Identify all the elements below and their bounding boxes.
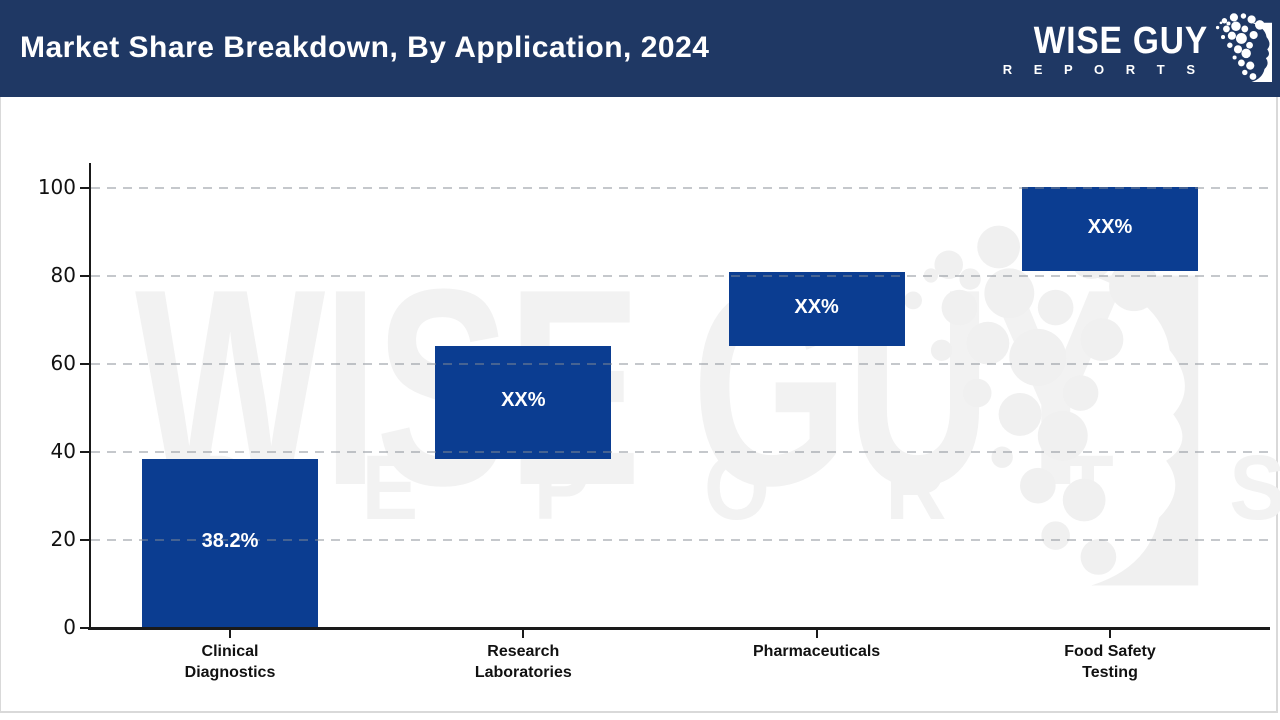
- header: Market Share Breakdown, By Application, …: [0, 0, 1280, 97]
- y-axis-line: [89, 163, 91, 629]
- x-axis-line: [88, 627, 1270, 630]
- x-tick-label: Research Laboratories: [474, 643, 572, 681]
- bar-label-food-safety-testing: XX%: [1087, 216, 1133, 239]
- bar-clinical-diagnostics: [142, 458, 318, 627]
- y-tick-label: 80: [50, 263, 76, 287]
- y-axis-tick: [80, 187, 89, 189]
- y-tick-label: 100: [37, 175, 76, 199]
- x-tick-label: Pharmaceuticals: [753, 643, 881, 660]
- x-axis-tick: [815, 630, 818, 638]
- logo-subtext: R E P O R T S: [1002, 62, 1204, 77]
- y-axis-tick: [80, 451, 89, 453]
- x-axis-tick: [1109, 630, 1111, 638]
- logo-face-icon: [1215, 13, 1272, 82]
- bar-food-safety-testing: [1022, 187, 1198, 272]
- y-axis-tick: [80, 627, 89, 629]
- y-axis-tick: [80, 275, 89, 277]
- chart-border-frame: [0, 97, 1278, 713]
- y-tick-label: 20: [50, 527, 76, 551]
- gridline: [91, 275, 1270, 277]
- x-tick-label: Clinical Diagnostics: [184, 643, 276, 681]
- gridline: [91, 539, 1270, 541]
- logo-wordmark: WISE GUY: [1033, 20, 1208, 62]
- gridline: [91, 363, 1270, 365]
- x-axis-tick: [229, 630, 231, 638]
- logo: WISE GUY R E P O R T S: [1003, 10, 1272, 90]
- y-tick-label: 60: [50, 351, 76, 375]
- bar-research-laboratories: [435, 345, 612, 459]
- x-tick-label: Food Safety Testing: [1064, 643, 1156, 681]
- bar-label-clinical-diagnostics: 38.2%: [201, 529, 259, 552]
- y-axis-tick: [80, 363, 89, 365]
- bar-pharmaceuticals: [728, 271, 905, 346]
- plot-area: 0 20 40 60 80 100 38.2% XX% XX% XX% Clinical Diagn…: [0, 97, 1280, 720]
- gridline: [91, 187, 1270, 189]
- bar-label-pharmaceuticals: XX%: [794, 295, 839, 318]
- y-tick-label: 40: [50, 439, 76, 463]
- bar-label-research-laboratories: XX%: [501, 389, 546, 412]
- x-axis-tick: [522, 630, 525, 638]
- gridline: [91, 451, 1270, 453]
- y-tick-label: 0: [63, 615, 76, 639]
- chart-title: Market Share Breakdown, By Application, …: [20, 31, 710, 64]
- y-axis-tick: [80, 539, 89, 541]
